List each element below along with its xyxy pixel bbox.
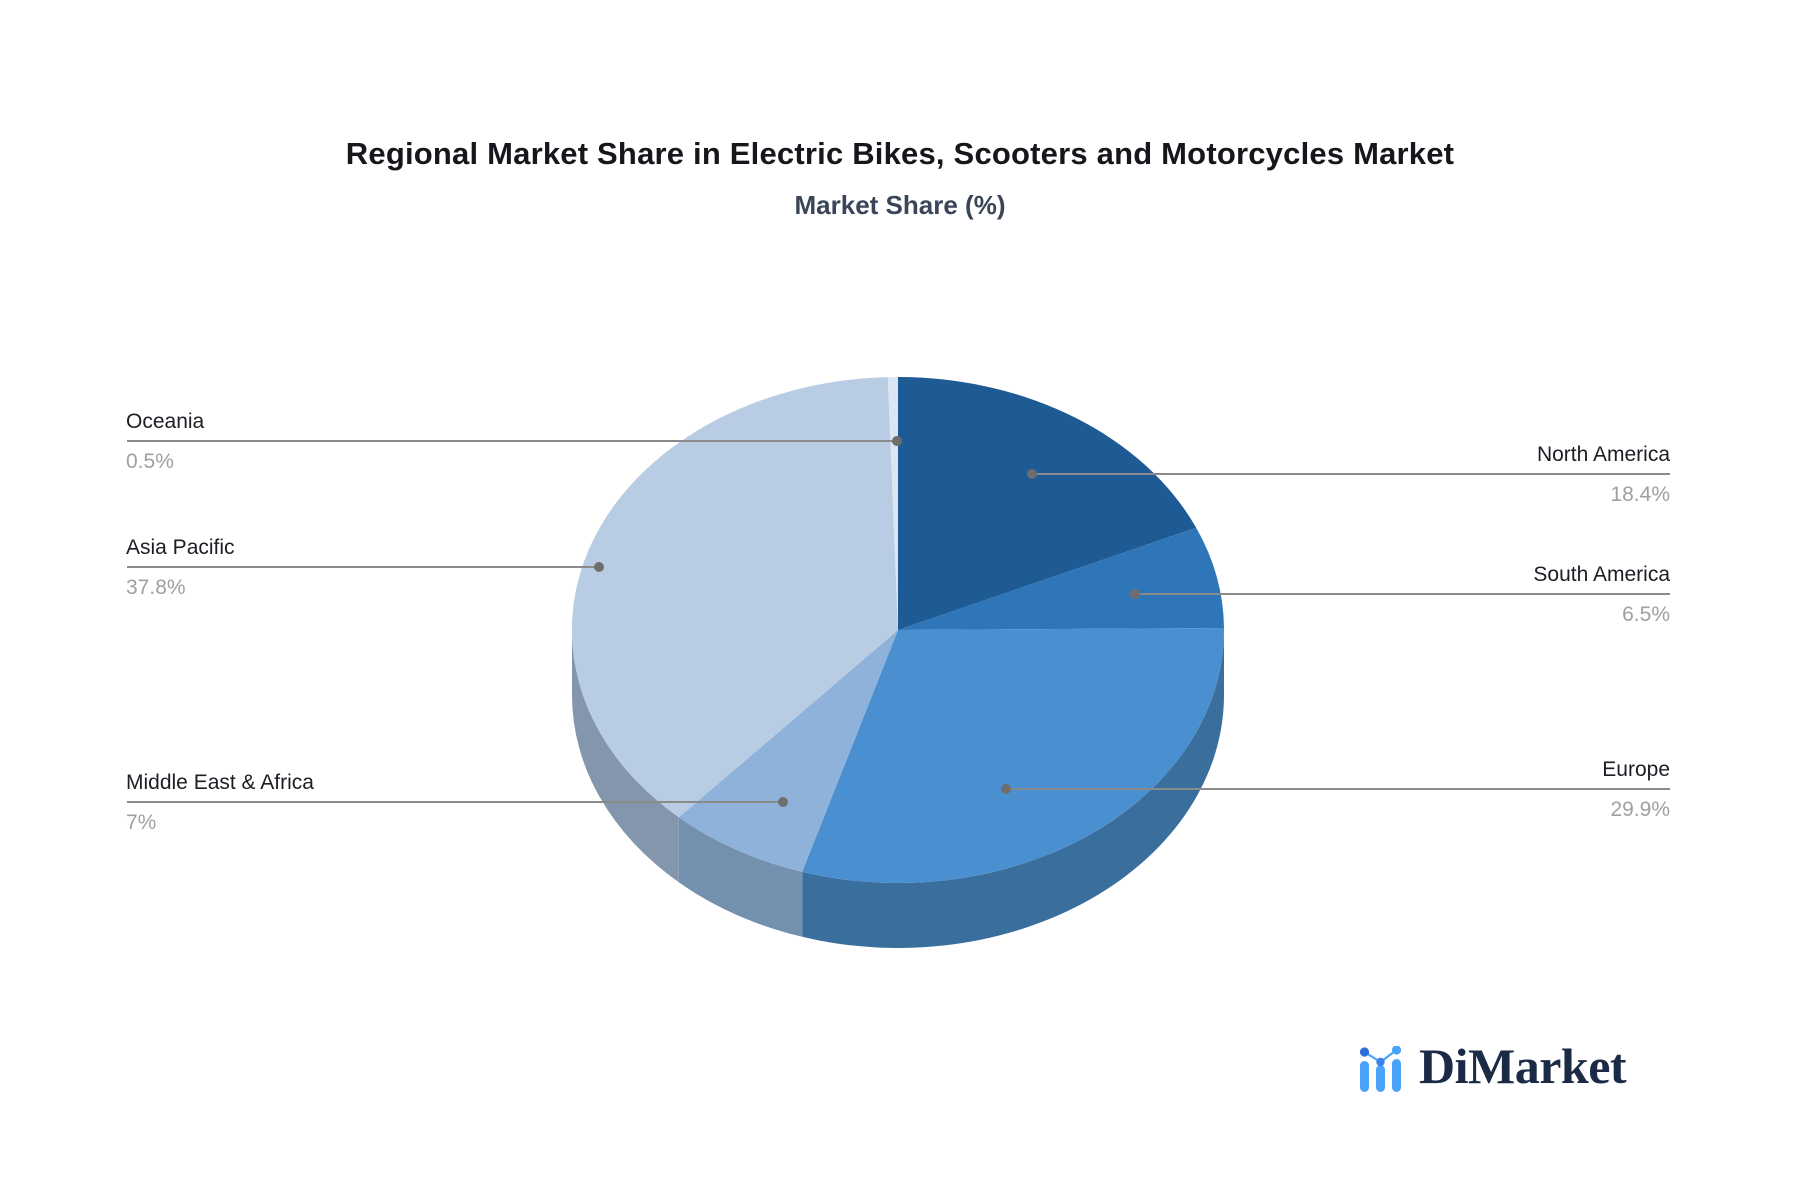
pie-side-europe xyxy=(802,630,1224,948)
leader-dot-north-america xyxy=(1027,469,1037,479)
leader-dot-asia-pacific xyxy=(594,562,604,572)
bar-line-chart-icon xyxy=(1360,1046,1402,1092)
slice-value: 7% xyxy=(126,811,157,834)
pie-slice-south-america xyxy=(898,527,1224,630)
slice-label: Oceania xyxy=(126,410,205,433)
dimarket-logo: DiMarket xyxy=(1360,1038,1627,1094)
slice-value: 29.9% xyxy=(1610,798,1670,821)
leader-dot-south-america xyxy=(1130,589,1140,599)
pie-slice-north-america xyxy=(898,377,1197,630)
chart-title: Regional Market Share in Electric Bikes,… xyxy=(345,136,1455,171)
leader-dot-europe xyxy=(1001,784,1011,794)
slice-value: 6.5% xyxy=(1622,603,1670,626)
slice-label: Europe xyxy=(1602,758,1670,781)
slice-label: South America xyxy=(1533,563,1670,586)
slice-value: 37.8% xyxy=(126,576,186,599)
leader-dot-oceania xyxy=(892,436,902,446)
leader-dot-middle-east-africa xyxy=(778,797,788,807)
slice-value: 0.5% xyxy=(126,450,174,473)
pie-slice-asia-pacific xyxy=(571,377,898,818)
slice-label: Middle East & Africa xyxy=(126,771,314,794)
pie-side-asia-pacific xyxy=(572,630,679,883)
slice-label: Asia Pacific xyxy=(126,536,235,559)
slice-label: North America xyxy=(1536,443,1670,466)
dimarket-logo-text: DiMarket xyxy=(1419,1038,1627,1094)
pie-slice-europe xyxy=(802,628,1225,883)
slice-value: 18.4% xyxy=(1610,483,1670,506)
pie-side-middle-east-africa xyxy=(678,817,803,937)
pie-slice-middle-east-africa xyxy=(678,630,898,872)
chart-subtitle: Market Share (%) xyxy=(794,190,1006,220)
